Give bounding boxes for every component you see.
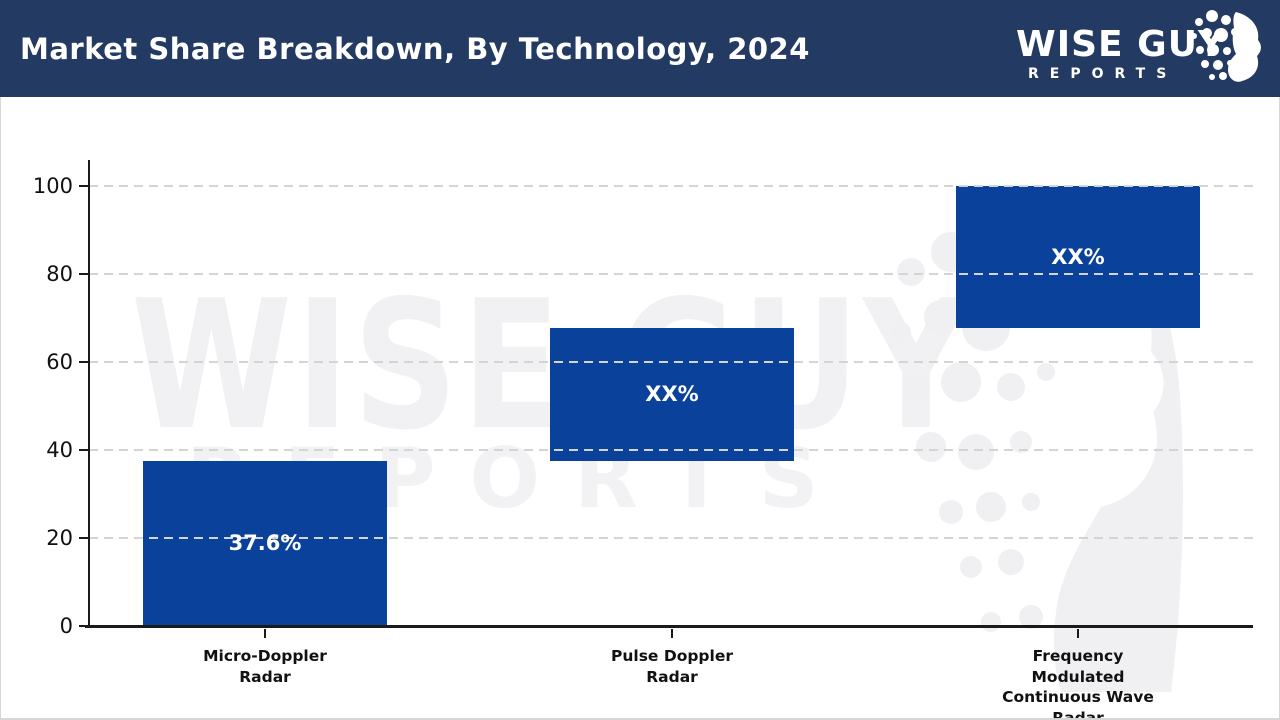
x-axis-spine <box>85 625 1253 628</box>
x-category-label-line: Pulse Doppler <box>610 647 734 665</box>
gridline-40 <box>89 449 1253 451</box>
logo-subtext: REPORTS <box>1028 66 1177 82</box>
y-tick-60 <box>79 361 89 363</box>
bar-value-label: XX% <box>1051 244 1105 269</box>
bar-segment <box>143 460 387 626</box>
bar-value-label: XX% <box>645 382 699 407</box>
x-tick <box>264 629 266 638</box>
y-tick-40 <box>79 449 89 451</box>
y-tick-label-80: 80 <box>46 262 73 286</box>
wise-guy-logo-icon: WISE GUY REPORTS <box>1016 9 1261 82</box>
x-category-label-line: Radar <box>239 667 291 686</box>
x-tick <box>1077 629 1079 638</box>
y-tick-label-20: 20 <box>46 526 73 550</box>
watermark-wordmark: WISE GUY <box>131 262 973 469</box>
y-tick-20 <box>79 537 89 539</box>
x-category-label-line: Micro-Doppler <box>203 647 327 665</box>
x-category-label-line: Frequency <box>1032 647 1124 665</box>
x-category-label: Micro-Doppler Radar <box>105 646 425 687</box>
y-tick-0 <box>79 625 89 627</box>
brand-logo: WISE GUY REPORTS <box>1014 6 1266 92</box>
logo-head-icon <box>1191 9 1261 82</box>
gridline-80 <box>89 273 1253 275</box>
bar-segment <box>550 327 794 461</box>
x-tick <box>671 629 673 638</box>
x-category-label-line: Modulated <box>1031 667 1125 686</box>
gridline-100 <box>89 185 1253 187</box>
logo-wordmark: WISE GUY <box>1016 24 1225 65</box>
x-category-label: Pulse Doppler Radar <box>512 646 832 687</box>
bar-segment <box>956 186 1200 328</box>
x-category-label: Frequency Modulated Continuous Wave Radar <box>918 646 1238 720</box>
chart-area: WISE GUY REPORTS 0 20 40 60 80 100 37.6% Micro-… <box>0 97 1280 720</box>
y-tick-label-0: 0 <box>59 614 73 638</box>
y-tick-80 <box>79 273 89 275</box>
x-category-label-line: Continuous Wave <box>1002 688 1154 706</box>
gridline-20 <box>89 537 1253 539</box>
y-tick-100 <box>79 185 89 187</box>
x-category-label-line: Radar <box>646 667 698 686</box>
y-axis-spine <box>88 160 90 627</box>
y-tick-label-100: 100 <box>32 174 73 198</box>
page-title: Market Share Breakdown, By Technology, 2… <box>20 31 810 66</box>
y-tick-label-40: 40 <box>46 438 73 462</box>
gridline-60 <box>89 361 1253 363</box>
header-bar: Market Share Breakdown, By Technology, 2… <box>0 0 1280 97</box>
y-tick-label-60: 60 <box>46 350 73 374</box>
x-category-label-line: Radar <box>1052 708 1104 720</box>
plot-area: 0 20 40 60 80 100 37.6% Micro-Doppler Radar XX% Pu… <box>33 160 1253 718</box>
bar-value-label: 37.6% <box>228 531 302 556</box>
